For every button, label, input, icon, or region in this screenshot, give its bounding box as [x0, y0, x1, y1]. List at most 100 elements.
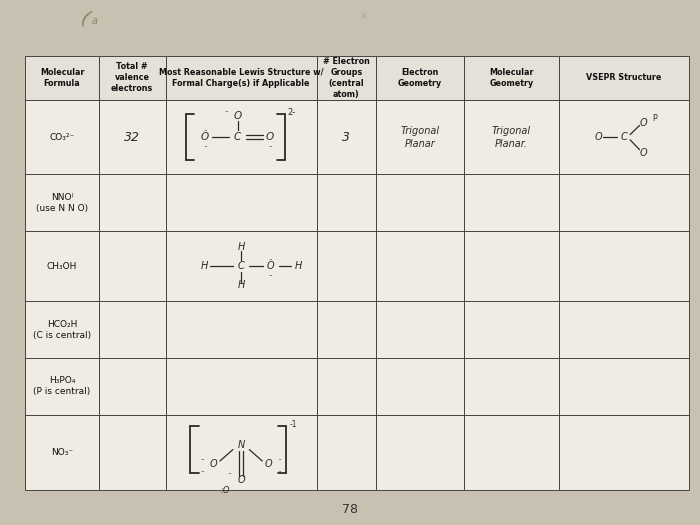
Bar	[99, 174, 166, 231]
Bar	[464, 415, 559, 490]
Text: O: O	[265, 459, 272, 469]
Text: ..: ..	[203, 142, 207, 148]
Bar	[99, 358, 166, 415]
Bar	[99, 415, 166, 490]
Text: CO₃²⁻: CO₃²⁻	[50, 133, 75, 142]
Bar	[25, 358, 99, 415]
Text: NNO⁾
(use N N O): NNO⁾ (use N N O)	[36, 193, 88, 213]
Text: ..: ..	[201, 455, 205, 461]
Text: H: H	[237, 280, 245, 290]
Text: ..: ..	[225, 107, 229, 112]
Bar	[559, 231, 689, 301]
Text: C: C	[620, 132, 627, 142]
Text: ..: ..	[268, 255, 273, 261]
Bar	[316, 301, 377, 358]
Text: a: a	[92, 16, 98, 26]
Text: 2-: 2-	[288, 108, 296, 118]
Text: H: H	[237, 242, 245, 252]
Bar	[316, 56, 377, 100]
Bar	[99, 301, 166, 358]
Text: HCO₂H
(C is central): HCO₂H (C is central)	[33, 320, 91, 340]
Bar	[377, 358, 464, 415]
Bar	[377, 174, 464, 231]
Text: ..: ..	[277, 455, 281, 461]
Text: O: O	[594, 132, 602, 142]
Bar	[25, 56, 99, 100]
Text: Electron
Geometry: Electron Geometry	[398, 68, 442, 88]
Bar	[316, 358, 377, 415]
Bar	[316, 231, 377, 301]
Bar	[377, 56, 464, 100]
Text: ..: ..	[227, 469, 232, 475]
Bar	[99, 231, 166, 301]
Text: O: O	[234, 111, 241, 121]
Text: H: H	[201, 261, 209, 271]
Bar	[166, 358, 316, 415]
Text: 78: 78	[342, 503, 358, 516]
Bar	[377, 100, 464, 174]
Text: H₃PO₄
(P is central): H₃PO₄ (P is central)	[34, 376, 90, 396]
Bar	[316, 100, 377, 174]
Bar	[99, 56, 166, 100]
Text: O: O	[201, 132, 209, 142]
Bar	[559, 358, 689, 415]
Bar	[166, 231, 316, 301]
Text: ..: ..	[203, 126, 207, 132]
Text: O: O	[640, 149, 648, 159]
Text: p: p	[652, 112, 657, 121]
Text: -1: -1	[289, 420, 297, 429]
Text: H: H	[295, 261, 302, 271]
Text: O: O	[237, 475, 245, 485]
Text: O: O	[640, 118, 648, 128]
Text: N: N	[237, 440, 245, 450]
Text: ..: ..	[277, 467, 281, 473]
Bar	[559, 301, 689, 358]
Bar	[464, 56, 559, 100]
Bar	[464, 301, 559, 358]
Text: O: O	[266, 132, 274, 142]
Bar	[25, 231, 99, 301]
Bar	[464, 231, 559, 301]
Text: (: (	[78, 9, 92, 29]
Bar	[559, 174, 689, 231]
Text: ..: ..	[268, 271, 273, 277]
Text: CH₃OH: CH₃OH	[47, 262, 77, 271]
Text: 32: 32	[124, 131, 140, 144]
Text: VSEPR Structure: VSEPR Structure	[586, 74, 662, 82]
Bar	[166, 301, 316, 358]
Text: C: C	[238, 261, 244, 271]
Bar	[25, 174, 99, 231]
Text: ..: ..	[201, 467, 205, 473]
Bar	[316, 174, 377, 231]
Text: Molecular
Geometry: Molecular Geometry	[489, 68, 533, 88]
Bar	[464, 358, 559, 415]
Text: 3: 3	[342, 131, 351, 144]
Bar	[166, 174, 316, 231]
Text: x: x	[361, 12, 367, 22]
Bar	[166, 56, 316, 100]
Bar	[166, 100, 316, 174]
Bar	[559, 56, 689, 100]
Text: :O: :O	[220, 486, 230, 495]
Bar	[559, 415, 689, 490]
Text: Molecular
Formula: Molecular Formula	[40, 68, 84, 88]
Text: # Electron
Groups
(central
atom): # Electron Groups (central atom)	[323, 57, 370, 99]
Bar	[377, 301, 464, 358]
Bar	[377, 231, 464, 301]
Bar	[316, 415, 377, 490]
Text: Total #
valence
electrons: Total # valence electrons	[111, 62, 153, 93]
Text: NO₃⁻: NO₃⁻	[51, 448, 73, 457]
Bar	[559, 100, 689, 174]
Text: Most Reasonable Lewis Structure w/
Formal Charge(s) if Applicable: Most Reasonable Lewis Structure w/ Forma…	[159, 68, 323, 88]
Text: O: O	[210, 459, 218, 469]
Bar	[377, 415, 464, 490]
Text: Trigonal
Planar.: Trigonal Planar.	[492, 125, 531, 149]
Bar	[166, 415, 316, 490]
Bar	[464, 174, 559, 231]
Bar	[464, 100, 559, 174]
Text: Trigonal
Planar: Trigonal Planar	[400, 125, 440, 149]
Text: ..: ..	[268, 142, 272, 148]
Text: O: O	[267, 261, 274, 271]
Bar	[25, 415, 99, 490]
Bar	[25, 100, 99, 174]
